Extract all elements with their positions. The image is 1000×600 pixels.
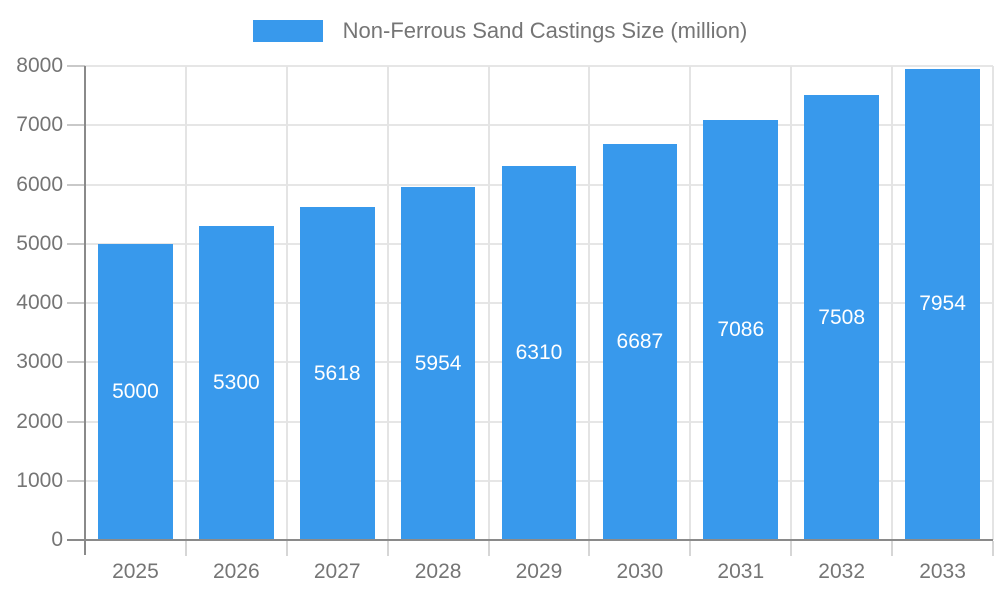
y-axis-tick — [67, 65, 85, 67]
v-gridline — [184, 66, 187, 540]
y-axis-tick-label: 6000 — [16, 172, 63, 196]
y-axis-line — [84, 66, 86, 555]
bar[interactable]: 5300 — [199, 225, 274, 540]
x-axis-tick — [790, 541, 793, 556]
y-axis-tick-label: 8000 — [16, 54, 63, 77]
x-axis-tick-label: 2029 — [515, 560, 563, 583]
v-gridline — [285, 66, 288, 540]
bar-value-label: 5954 — [414, 351, 462, 375]
h-gridline — [85, 65, 993, 67]
legend-label: Non-Ferrous Sand Castings Size (million) — [342, 18, 748, 43]
v-gridline — [487, 66, 490, 540]
bar[interactable]: 7954 — [905, 68, 980, 540]
bar[interactable]: 6310 — [501, 166, 577, 540]
y-axis-tick — [67, 183, 85, 186]
v-gridline — [588, 66, 591, 540]
y-axis-tick — [67, 242, 85, 245]
y-axis-tick-label: 0 — [51, 528, 63, 551]
x-axis-tick — [689, 541, 692, 556]
x-axis-tick-label: 2025 — [112, 560, 159, 583]
y-axis-tick-label: 5000 — [16, 231, 63, 255]
bar[interactable]: 7508 — [804, 95, 879, 540]
bar-value-label: 5300 — [212, 370, 260, 394]
bar[interactable]: 5618 — [299, 207, 375, 540]
bar[interactable]: 6687 — [602, 143, 678, 540]
x-axis-tick-label: 2028 — [414, 560, 462, 583]
x-axis-tick-label: 2032 — [818, 560, 866, 583]
bar-value-label: 6310 — [515, 341, 563, 365]
x-axis-tick — [891, 541, 894, 556]
x-axis-tick — [386, 541, 389, 556]
x-axis-tick-label: 2033 — [919, 560, 966, 583]
x-axis-tick — [588, 541, 591, 556]
y-axis-tick-label: 3000 — [16, 350, 63, 374]
y-axis-tick — [67, 479, 85, 482]
v-gridline — [891, 66, 894, 540]
bar-value-label: 5618 — [313, 361, 361, 385]
bar-value-label: 7954 — [919, 292, 966, 316]
y-axis-tick — [67, 302, 85, 304]
h-gridline — [85, 124, 993, 127]
bar-value-label: 7508 — [818, 305, 866, 329]
x-axis-tick-label: 2030 — [616, 560, 664, 583]
x-axis-tick — [184, 541, 187, 556]
x-axis-tick — [992, 541, 994, 556]
bar-value-label: 5000 — [112, 379, 159, 403]
bar-value-label: 6687 — [616, 329, 664, 353]
y-axis-tick — [67, 361, 85, 364]
legend-item[interactable]: Non-Ferrous Sand Castings Size (million) — [252, 18, 748, 44]
y-axis-tick-label: 7000 — [16, 113, 63, 137]
y-axis-tick — [67, 420, 85, 423]
v-gridline — [689, 66, 692, 540]
bar[interactable]: 7086 — [703, 120, 779, 540]
y-axis-tick-label: 2000 — [16, 409, 63, 433]
x-axis-tick-label: 2027 — [313, 560, 361, 583]
x-axis-tick-label: 2031 — [717, 560, 765, 583]
y-axis-tick-label: 4000 — [16, 291, 63, 314]
x-axis-tick — [285, 541, 288, 556]
v-gridline — [386, 66, 389, 540]
bar[interactable]: 5000 — [98, 243, 173, 540]
v-gridline — [992, 66, 994, 540]
bar[interactable]: 5954 — [400, 187, 476, 540]
x-axis-line — [67, 539, 993, 541]
x-axis-tick-label: 2026 — [212, 560, 260, 583]
bar-value-label: 7086 — [717, 318, 765, 342]
y-axis-tick-label: 1000 — [16, 468, 63, 492]
v-gridline — [790, 66, 793, 540]
legend-swatch — [252, 20, 323, 42]
y-axis-tick — [67, 124, 85, 127]
x-axis-tick — [487, 541, 490, 556]
plot-area: 5000 5300 5618 5954 6310 6687 7086 7508 7954 — [85, 65, 994, 540]
legend: Non-Ferrous Sand Castings Size (million) — [0, 17, 1000, 45]
